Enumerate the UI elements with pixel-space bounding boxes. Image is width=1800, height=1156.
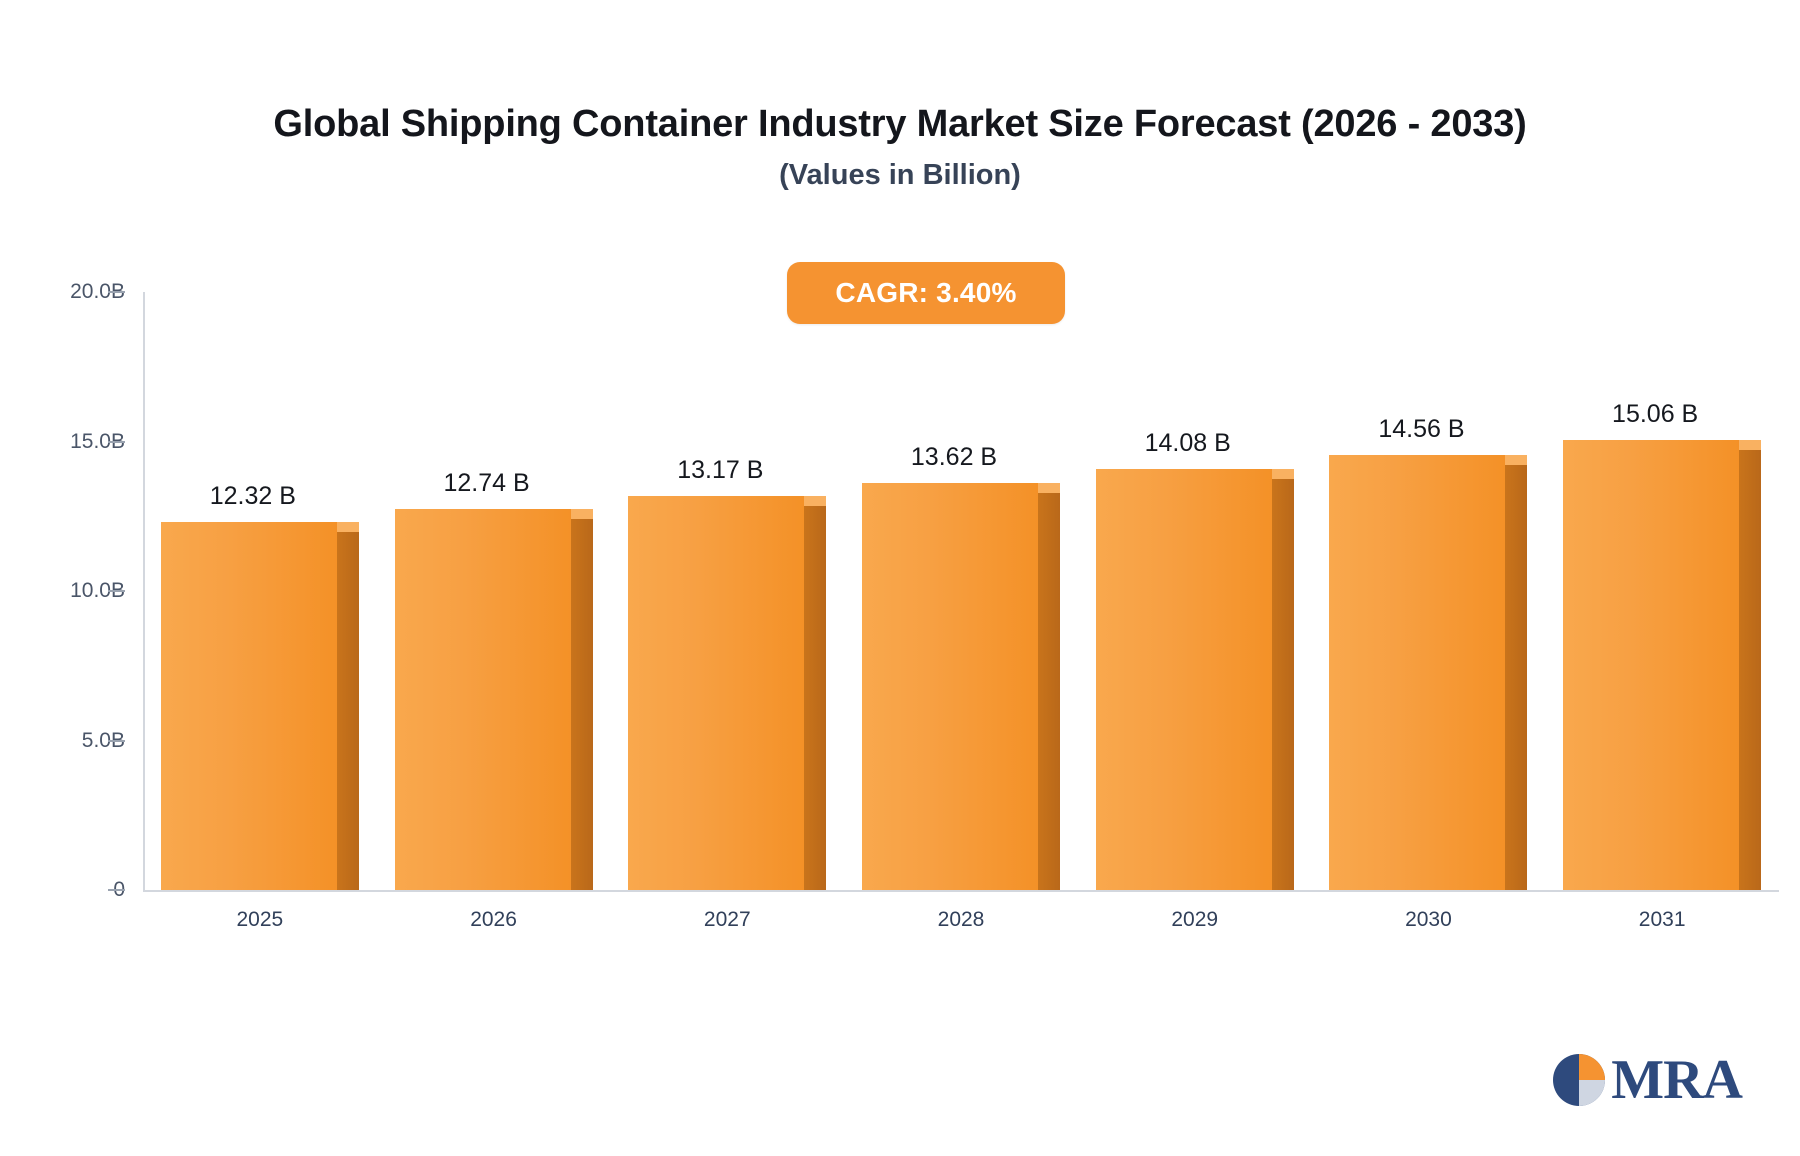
bar[interactable]	[1329, 454, 1528, 890]
y-tick-mark	[108, 291, 125, 293]
x-tick-label: 2030	[1405, 908, 1452, 931]
bar-side-face	[1739, 449, 1762, 890]
y-tick-mark	[108, 440, 125, 443]
bar[interactable]	[628, 496, 827, 890]
bar-front-face	[1095, 469, 1272, 890]
mra-logo: MRA	[1553, 1049, 1743, 1111]
bar[interactable]	[394, 509, 593, 890]
bar-side-face	[804, 506, 827, 890]
bar-value-label: 12.32 B	[209, 481, 296, 510]
y-tick-label: 20.0B	[70, 280, 125, 303]
bar-top-face	[570, 509, 593, 520]
x-axis-line	[143, 890, 1779, 892]
bar-top-face	[804, 496, 827, 507]
y-axis-line	[143, 292, 145, 892]
bar[interactable]	[862, 482, 1060, 890]
cagr-badge: CAGR: 3.40%	[787, 262, 1065, 324]
bar-front-face	[1329, 454, 1506, 890]
bar-side-face	[336, 531, 359, 890]
bar-front-face	[160, 521, 337, 890]
y-tick-mark	[108, 590, 125, 592]
y-tick-label: 10.0B	[70, 579, 125, 602]
bar-value-label: 14.56 B	[1378, 414, 1465, 443]
y-tick-mark	[108, 889, 125, 891]
y-tick-label: 15.0B	[70, 429, 125, 453]
bar-side-face	[1271, 479, 1294, 890]
bar-top-face	[336, 521, 359, 532]
bar-side-face	[570, 519, 593, 890]
chart-title: Global Shipping Container Industry Marke…	[273, 103, 1527, 145]
cagr-badge-label: CAGR: 3.40%	[835, 277, 1017, 308]
bar-side-face	[1038, 492, 1060, 890]
bar-top-face	[1038, 482, 1060, 493]
chart-subtitle: (Values in Billion)	[779, 158, 1021, 191]
y-tick-mark	[108, 739, 125, 742]
bar[interactable]	[1095, 469, 1294, 890]
bar-value-label: 13.17 B	[677, 456, 764, 485]
bar-front-face	[862, 482, 1038, 890]
bar-front-face	[394, 509, 571, 890]
bar-top-face	[1739, 439, 1762, 450]
bar-value-label: 12.74 B	[443, 469, 530, 498]
pie-chart-icon	[1553, 1054, 1606, 1106]
x-tick-label: 2025	[236, 908, 284, 931]
bar[interactable]	[1563, 439, 1762, 890]
bar-top-face	[1505, 454, 1528, 465]
x-tick-label: 2028	[937, 908, 985, 931]
x-tick-label: 2029	[1171, 908, 1219, 931]
y-tick-label: 5.0B	[81, 728, 125, 752]
x-tick-label: 2031	[1638, 908, 1686, 931]
x-tick-label: 2027	[703, 908, 751, 931]
logo-text: MRA	[1611, 1049, 1743, 1111]
chart-header: Global Shipping Container Industry Marke…	[0, 103, 1800, 192]
bar-side-face	[1505, 464, 1528, 890]
bar-front-face	[628, 496, 805, 890]
bar-front-face	[1563, 439, 1740, 890]
bar-value-label: 14.08 B	[1144, 429, 1231, 457]
x-tick-label: 2026	[470, 908, 517, 931]
bar-value-label: 15.06 B	[1612, 399, 1699, 428]
bar[interactable]	[160, 521, 359, 890]
bar-value-label: 13.62 B	[910, 442, 998, 471]
bar-top-face	[1271, 469, 1294, 479]
